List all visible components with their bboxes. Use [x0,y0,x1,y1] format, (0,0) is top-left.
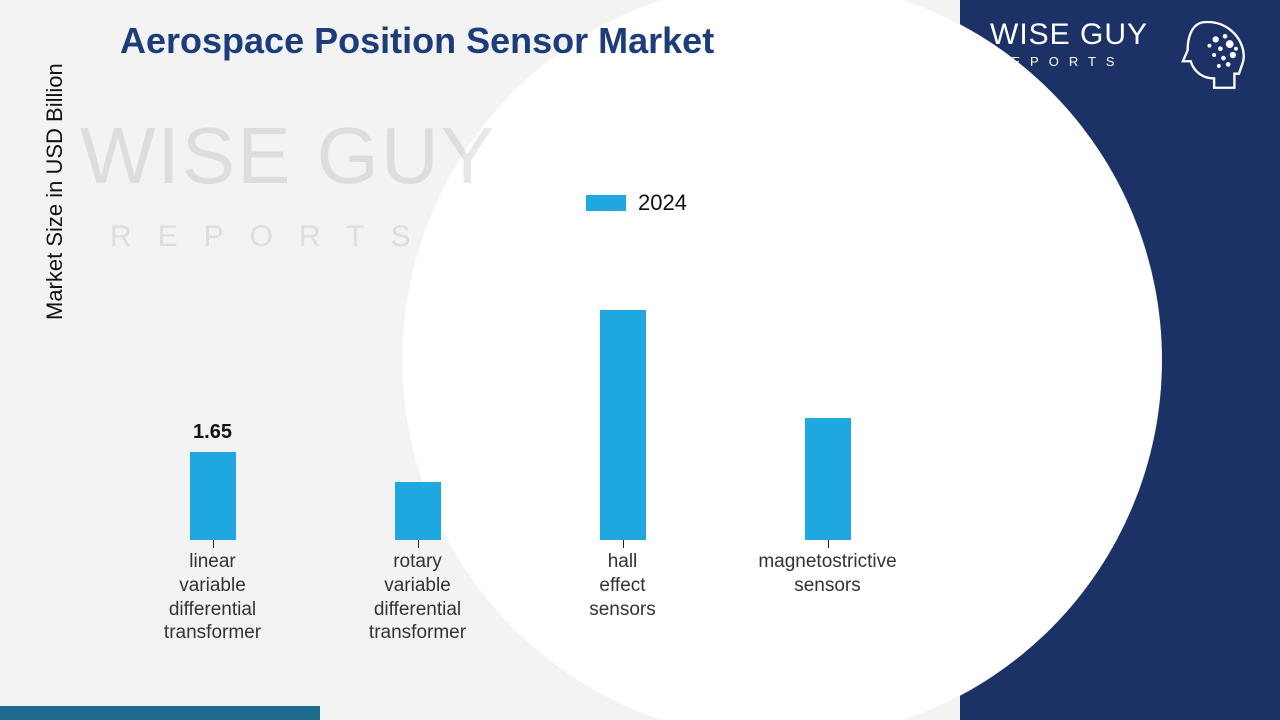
y-axis-label: Market Size in USD Billion [42,63,68,320]
plot-area: 1.65 linear variable differential transf… [110,100,930,540]
bar-3 [805,418,851,540]
bar-2 [600,310,646,540]
legend: 2024 [586,190,687,216]
bottom-accent-bar [0,706,320,720]
brand-head-icon [1172,16,1250,94]
brand-line2: REPORTS [992,54,1125,69]
category-label-3: magnetostrictive sensors [758,540,896,598]
category-label-1: rotary variable differential transformer [369,540,466,645]
category-label-2: hall effect sensors [589,540,656,621]
bar-value-0: 1.65 [193,421,232,444]
legend-label: 2024 [638,190,687,216]
bar-1 [395,482,441,540]
brand-line1: WISE GUY [990,20,1148,50]
brand-logo: WISE GUY REPORTS [990,20,1250,90]
bar-0 [190,452,236,540]
category-label-0: linear variable differential transformer [164,540,261,645]
chart-title: Aerospace Position Sensor Market [120,20,714,62]
legend-swatch [586,195,626,211]
chart-canvas: Aerospace Position Sensor Market Market … [0,0,1280,720]
